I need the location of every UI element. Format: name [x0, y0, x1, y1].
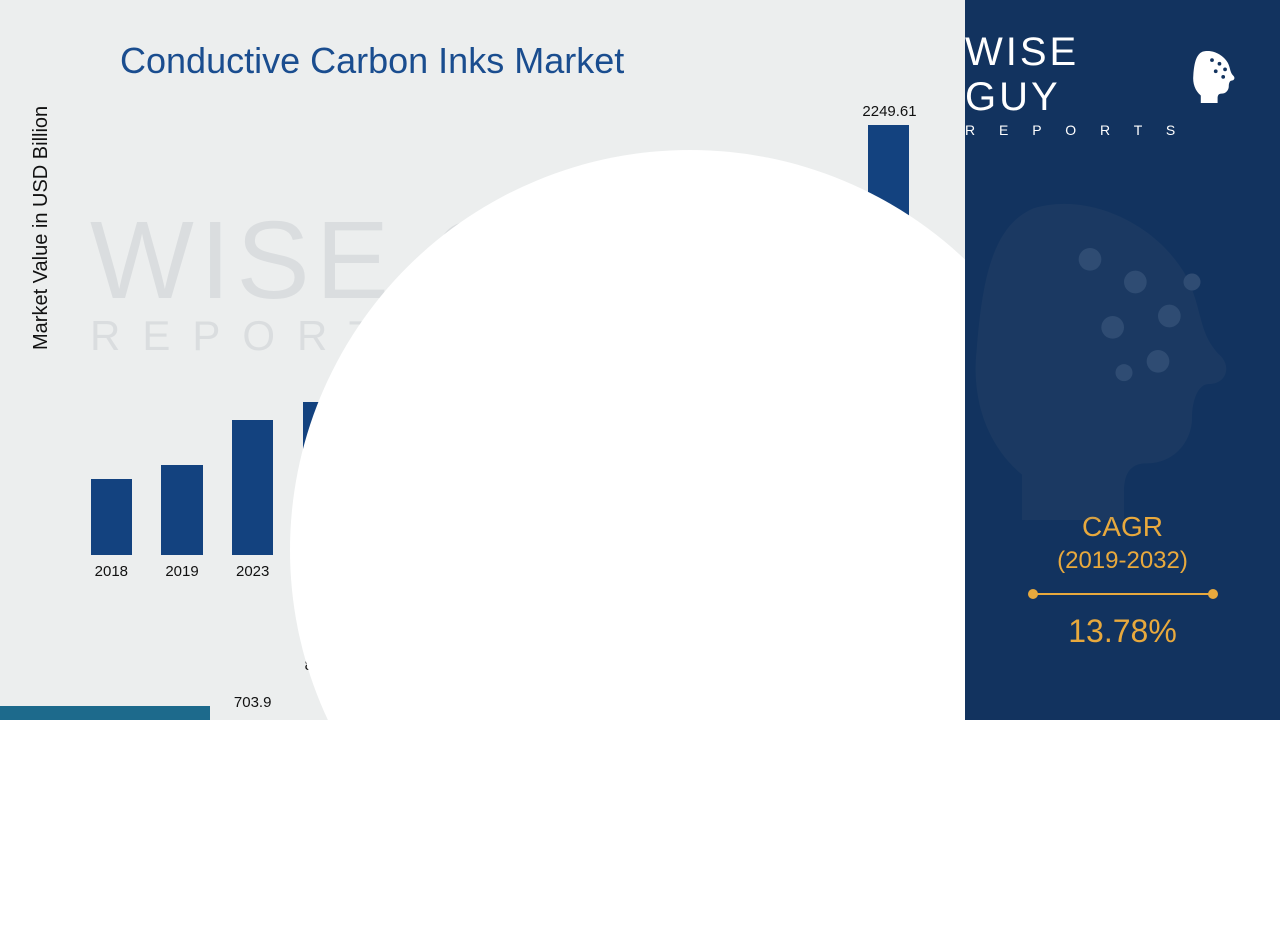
bar-column: 2019	[156, 465, 209, 580]
x-tick-label: 2023	[236, 563, 269, 580]
y-axis-label: Market Value in USD Billion	[30, 106, 53, 350]
bar-column: 703.92023	[226, 420, 279, 580]
chart-title: Conductive Carbon Inks Market	[120, 40, 624, 82]
brand-logo: WISE GUY R E P O R T S	[965, 30, 1240, 138]
bar	[91, 479, 132, 555]
cagr-value: 13.78%	[1005, 613, 1240, 650]
x-tick-label: 2018	[95, 563, 128, 580]
bottom-accent-bar	[0, 706, 210, 720]
x-tick-label: 2019	[165, 563, 198, 580]
bar-value-label: 2249.61	[862, 103, 915, 120]
cagr-box: CAGR (2019-2032) 13.78%	[1005, 511, 1240, 650]
bar	[161, 465, 202, 555]
cagr-title: CAGR	[1005, 511, 1240, 543]
bar	[232, 420, 273, 555]
head-icon	[1184, 45, 1240, 105]
right-panel: WISE GUY R E P O R T S CAGR (2019-2032) …	[965, 0, 1280, 720]
bar-value-label: 703.9	[226, 694, 279, 711]
bar-column: 2018	[85, 479, 138, 580]
logo-text: WISE GUY	[965, 30, 1174, 120]
cagr-divider	[1033, 593, 1213, 595]
logo-subtext: R E P O R T S	[965, 122, 1240, 138]
cagr-range: (2019-2032)	[1005, 547, 1240, 575]
